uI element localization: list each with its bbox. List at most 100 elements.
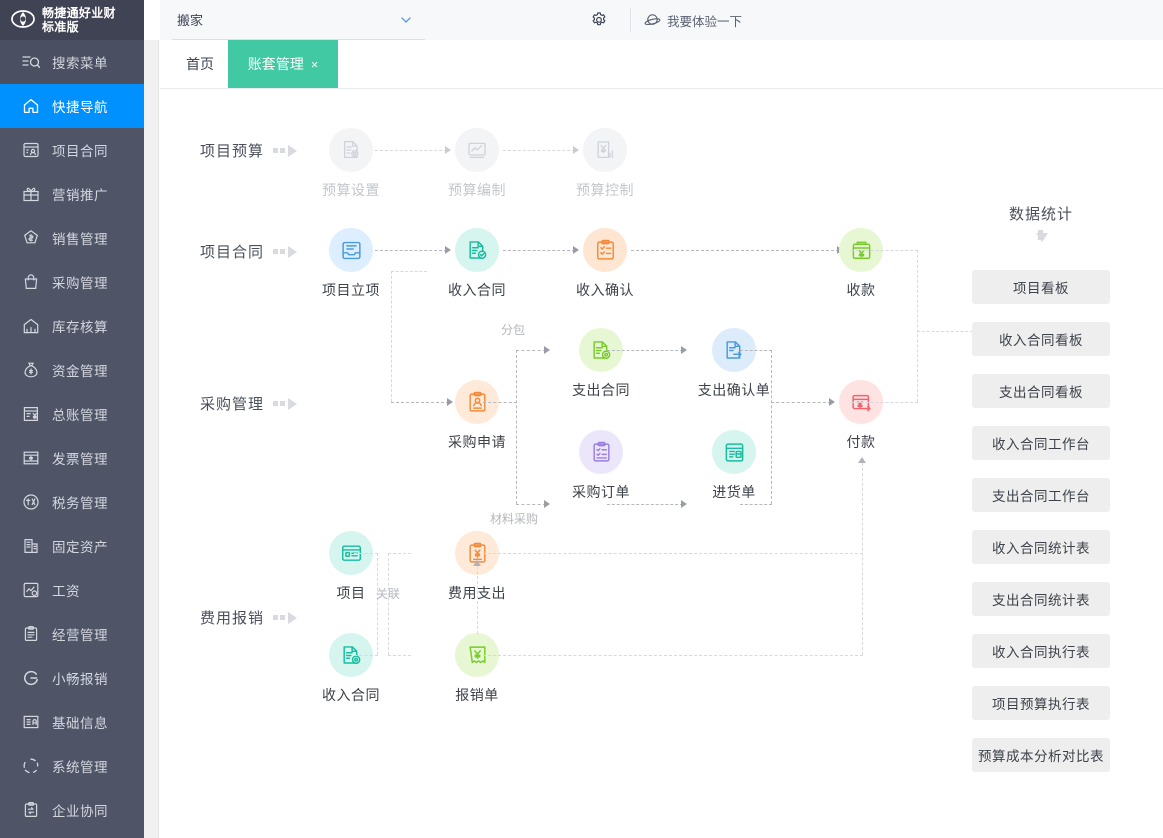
edge-right-to-stats [917,331,973,332]
stats-button-expense-contract-board[interactable]: 支出合同看板 [972,374,1110,408]
edge-label-subcontract: 分包 [501,323,526,337]
experience-button[interactable]: 我要体验一下 [644,0,742,40]
sidebar-item-payroll[interactable]: 工资 [0,568,144,612]
shopping-bag-icon [22,273,40,291]
sidebar-item-label: 总账管理 [52,408,108,423]
stats-button-income-contract-workbench[interactable]: 收入合同工作台 [972,426,1110,460]
edge-expense-out-rail [483,553,863,554]
group-label-text: 费用报销 [200,610,265,627]
edge-receipt-right [851,250,918,251]
edge-budget1 [375,150,447,151]
stats-button-income-contract-board[interactable]: 收入合同看板 [972,322,1110,356]
sidebar-item-funds[interactable]: 资金管理 [0,348,144,392]
edge-to-purchase-order [516,504,546,505]
edge-label-material-purchase: 材料采购 [490,512,539,526]
sidebar-scrollbar-track[interactable] [144,40,159,838]
node-budget-setting[interactable]: 预算设置 [299,128,403,200]
inbox-doc-icon [329,228,373,272]
edge-merge-to-payment-arrow [829,398,835,406]
sidebar-item-inventory[interactable]: 库存核算 [0,304,144,348]
tab-home[interactable]: 首页 [172,40,228,88]
edge-right-rail-arrow [858,457,866,463]
sidebar-item-purchase[interactable]: 采购管理 [0,260,144,304]
gear-icon[interactable] [590,11,608,34]
edge-label-related: 关联 [376,587,401,601]
node-budget-control[interactable]: 预算控制 [553,128,657,200]
sidebar: 畅捷通好业财 标准版 搜索菜单 快捷导航 [0,0,144,838]
node-project-setup[interactable]: 项目立项 [299,228,403,300]
sidebar-item-label: 发票管理 [52,452,108,467]
edge-contract1 [375,250,447,251]
stats-button-label: 收入合同统计表 [992,541,1090,556]
experience-label: 我要体验一下 [667,14,743,29]
sidebar-item-system[interactable]: 系统管理 [0,744,144,788]
sidebar-item-quick-nav[interactable]: 快捷导航 [0,84,144,128]
sidebar-item-label: 税务管理 [52,496,108,511]
doc-gear-icon [329,128,373,172]
account-set-selector[interactable]: 搬家 [172,0,425,40]
edge-form-to-expense-arrow [473,560,481,566]
topbar: 搬家 我要体验一下 [160,0,1163,40]
sidebar-item-sales[interactable]: 销售管理 [0,216,144,260]
system-gear-icon [22,757,40,775]
account-set-name: 搬家 [177,13,204,28]
sidebar-item-label: 工资 [52,584,80,599]
node-purchase-order[interactable]: 采购订单 [549,430,653,502]
base-info-icon [22,713,40,731]
stats-button-expense-contract-workbench[interactable]: 支出合同工作台 [972,478,1110,512]
group-label-project-budget: 项目预算 [200,140,298,161]
sidebar-item-marketing[interactable]: 营销推广 [0,172,144,216]
saturn-icon [644,12,661,29]
sidebar-item-label: 基础信息 [52,716,108,731]
node-purchase-request[interactable]: 采购申请 [425,380,529,452]
chevron-down-icon[interactable] [399,13,413,32]
sidebar-item-tax[interactable]: 税务管理 [0,480,144,524]
sidebar-item-project-contract[interactable]: 项目合同 [0,128,144,172]
node-receipt[interactable]: 收款 [809,228,913,300]
stats-button-label: 收入合同工作台 [992,437,1090,452]
stats-button-project-budget-execution[interactable]: 项目预算执行表 [972,686,1110,720]
brand-header: 畅捷通好业财 标准版 [0,0,144,40]
eye-logo-icon [10,7,36,33]
node-income-contract[interactable]: 收入合同 [425,228,529,300]
node-income-confirm[interactable]: 收入确认 [553,228,657,300]
edge-contract2-arrow [573,246,579,254]
sidebar-item-label: 搜索菜单 [52,56,108,71]
group-arrow-icon [273,611,298,624]
node-label: 收入确认 [576,282,634,298]
stats-button-expense-contract-stats[interactable]: 支出合同统计表 [972,582,1110,616]
sidebar-item-invoice[interactable]: 发票管理 [0,436,144,480]
sidebar-item-reimburse[interactable]: 小畅报销 [0,656,144,700]
node-label: 采购订单 [572,484,630,500]
node-goods-receipt[interactable]: 进货单 [682,430,786,502]
close-icon[interactable]: × [310,56,319,72]
node-expense-form[interactable]: 报销单 [425,633,529,705]
stats-button-income-contract-execution[interactable]: 收入合同执行表 [972,634,1110,668]
edge-setup-to-request-bottom [391,402,449,403]
sidebar-item-base-info[interactable]: 基础信息 [0,700,144,744]
tabbar: 首页 账套管理 × [160,40,1163,89]
node-payment[interactable]: 付款 [809,380,913,452]
group-label-purchase-management: 采购管理 [200,393,298,414]
sidebar-item-label: 企业协同 [52,804,108,819]
tab-account-set-management[interactable]: 账套管理 × [228,40,338,88]
stats-button-budget-cost-comparison[interactable]: 预算成本分析对比表 [972,738,1110,772]
node-label: 收入合同 [448,282,506,298]
yuan-bar-icon [583,128,627,172]
stats-button-project-board[interactable]: 项目看板 [972,270,1110,304]
node-label: 预算设置 [322,182,380,198]
sidebar-item-fixed-assets[interactable]: 固定资产 [0,524,144,568]
node-label: 报销单 [455,687,499,703]
node-label: 支出合同 [572,382,630,398]
node-expense-contract[interactable]: 支出合同 [549,328,653,400]
sidebar-item-operations[interactable]: 经营管理 [0,612,144,656]
sidebar-item-search-menu[interactable]: 搜索菜单 [0,40,144,84]
group-label-text: 项目合同 [200,244,265,261]
sidebar-item-collaboration[interactable]: 企业协同 [0,788,144,832]
down-arrow-icon [1036,230,1048,260]
node-expense-out[interactable]: 费用支出 [425,531,529,603]
sidebar-item-ledger[interactable]: 总账管理 [0,392,144,436]
node-budget-prepare[interactable]: 预算编制 [425,128,529,200]
stats-button-income-contract-stats[interactable]: 收入合同统计表 [972,530,1110,564]
reimburse-icon [22,669,40,687]
